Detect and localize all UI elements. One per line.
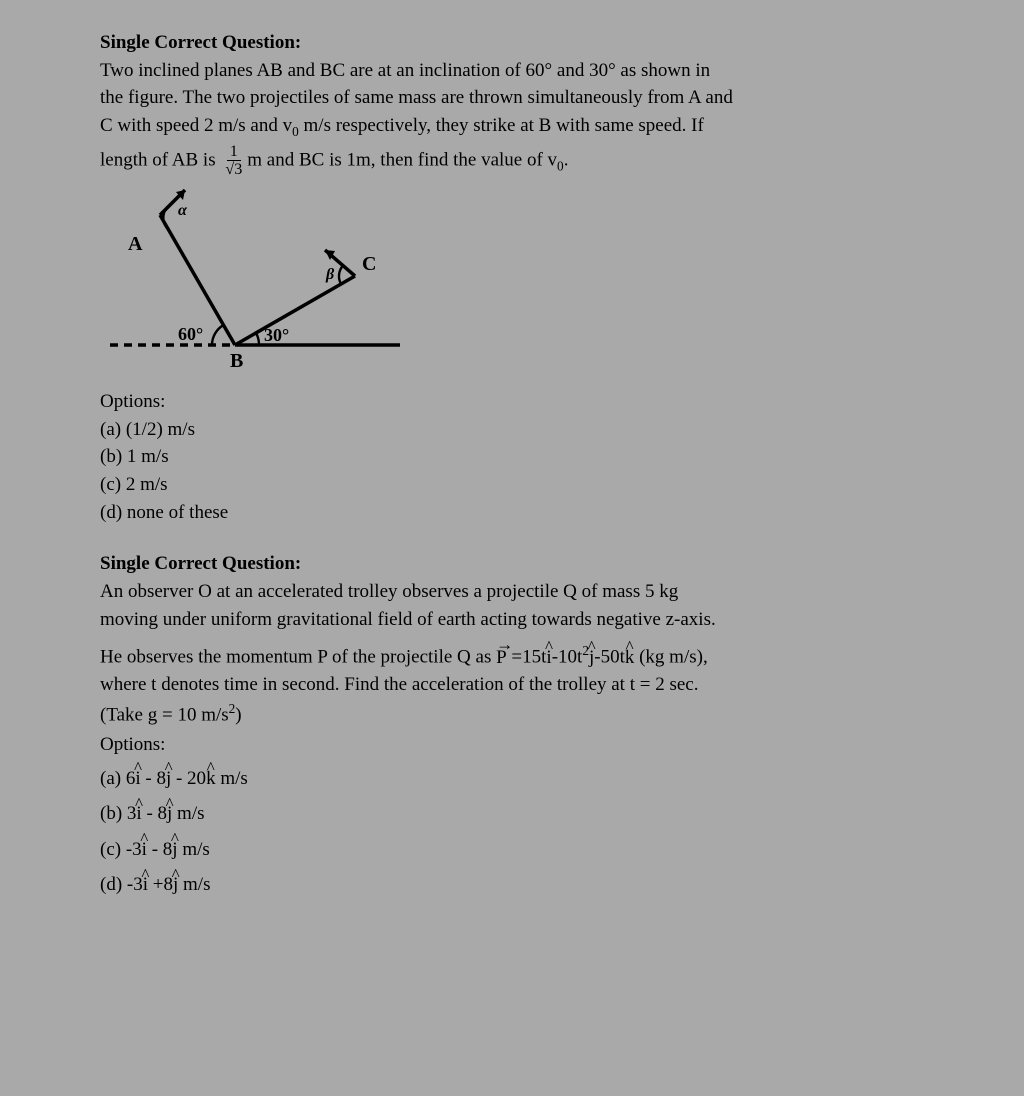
q1-options: Options: (a) (1/2) m/s (b) 1 m/s (c) 2 m… xyxy=(100,389,924,525)
oa-k: k xyxy=(206,766,216,792)
svg-text:C: C xyxy=(362,253,376,275)
oc-m: - 8 xyxy=(147,839,172,860)
fraction-1-over-root3: 1√3 xyxy=(222,143,245,180)
page-content: Single Correct Question: Two inclined pl… xyxy=(0,0,1024,898)
q2-options: Options: (a) 6i - 8j - 20k m/s (b) 3i - … xyxy=(100,732,924,898)
oa-m1: - 8 xyxy=(141,768,166,789)
oa-j: j xyxy=(166,766,171,792)
q1-heading: Single Correct Question: xyxy=(100,30,924,56)
oc-post: m/s xyxy=(178,839,210,860)
q2-heading: Single Correct Question: xyxy=(100,551,924,577)
q2-eqc: -50t xyxy=(594,647,625,668)
question-1: Single Correct Question: Two inclined pl… xyxy=(100,30,924,525)
q1-l4c: . xyxy=(564,149,569,170)
q2-option-c: (c) -3i - 8j m/s xyxy=(100,837,924,863)
ob-pre: (b) 3 xyxy=(100,803,136,824)
oa-post: m/s xyxy=(216,768,248,789)
frac-den: √3 xyxy=(222,161,245,179)
q2-option-a: (a) 6i - 8j - 20k m/s xyxy=(100,766,924,792)
q1-option-c: (c) 2 m/s xyxy=(100,472,924,498)
q1-l4b: m and BC is 1m, then find the value of v xyxy=(247,149,557,170)
q2-eqd: (kg m/s), xyxy=(634,647,707,668)
unit-k: k xyxy=(625,645,635,671)
svg-text:A: A xyxy=(128,233,143,255)
q2-line2: moving under uniform gravitational field… xyxy=(100,607,924,633)
q1-l4a: length of AB is xyxy=(100,149,220,170)
oa-m2: - 20 xyxy=(171,768,206,789)
q1-option-a: (a) (1/2) m/s xyxy=(100,417,924,443)
q1-l3sub: 0 xyxy=(292,124,299,139)
q2-option-b: (b) 3i - 8j m/s xyxy=(100,801,924,827)
q2-l3a: He observes the momentum P of the projec… xyxy=(100,647,496,668)
ob-j: j xyxy=(167,801,172,827)
svg-text:B: B xyxy=(230,350,243,372)
unit-i: i xyxy=(546,645,551,671)
od-i: i xyxy=(143,872,148,898)
q2-l5b: ) xyxy=(235,704,241,725)
q2-line5: (Take g = 10 m/s2) xyxy=(100,700,924,728)
q1-line2: the figure. The two projectiles of same … xyxy=(100,85,924,111)
od-j: j xyxy=(173,872,178,898)
q1-options-label: Options: xyxy=(100,389,924,415)
q1-line3: C with speed 2 m/s and v0 m/s respective… xyxy=(100,113,924,141)
q1-line1: Two inclined planes AB and BC are at an … xyxy=(100,58,924,84)
ob-post: m/s xyxy=(172,803,204,824)
question-2: Single Correct Question: An observer O a… xyxy=(100,551,924,898)
oc-j: j xyxy=(172,837,177,863)
q1-l4sub: 0 xyxy=(557,158,564,173)
od-post: m/s xyxy=(178,874,210,895)
q1-line4: length of AB is 1√3m and BC is 1m, then … xyxy=(100,143,924,180)
q2-line1: An observer O at an accelerated trolley … xyxy=(100,579,924,605)
frac-num: 1 xyxy=(227,143,241,162)
oa-pre: (a) 6 xyxy=(100,768,135,789)
q1-l3a: C with speed 2 m/s and v xyxy=(100,115,292,136)
oa-i: i xyxy=(135,766,140,792)
q2-eqb: -10t xyxy=(552,647,583,668)
oc-pre: (c) -3 xyxy=(100,839,142,860)
svg-text:60°: 60° xyxy=(178,324,203,344)
q2-line4: where t denotes time in second. Find the… xyxy=(100,672,924,698)
ob-m: - 8 xyxy=(142,803,167,824)
inclined-planes-diagram: A C B 60° 30° α β xyxy=(100,185,410,385)
unit-j: j xyxy=(589,645,594,671)
oc-i: i xyxy=(142,837,147,863)
od-m: +8 xyxy=(148,874,173,895)
ob-i: i xyxy=(136,801,141,827)
vector-P: P xyxy=(496,645,507,671)
q2-options-label: Options: xyxy=(100,732,924,758)
q1-option-b: (b) 1 m/s xyxy=(100,444,924,470)
od-pre: (d) -3 xyxy=(100,874,143,895)
q2-l5a: (Take g = 10 m/s xyxy=(100,704,229,725)
q1-option-d: (d) none of these xyxy=(100,500,924,526)
svg-text:30°: 30° xyxy=(264,325,289,345)
q2-line3: He observes the momentum P of the projec… xyxy=(100,642,924,670)
svg-text:β: β xyxy=(325,266,335,283)
q2-option-d: (d) -3i +8j m/s xyxy=(100,872,924,898)
q1-l3b: m/s respectively, they strike at B with … xyxy=(299,115,704,136)
svg-text:α: α xyxy=(178,202,188,219)
